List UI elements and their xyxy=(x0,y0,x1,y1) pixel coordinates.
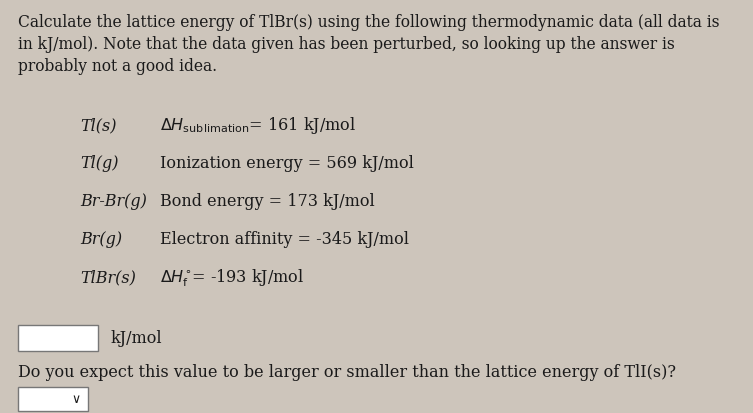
Text: $\Delta H_{\mathrm{sublimation}}$= 161 kJ/mol: $\Delta H_{\mathrm{sublimation}}$= 161 k… xyxy=(160,115,356,136)
Text: $\Delta H^{\circ}_{\mathrm{f}}$= -193 kJ/mol: $\Delta H^{\circ}_{\mathrm{f}}$= -193 kJ… xyxy=(160,267,304,288)
Text: Electron affinity = -345 kJ/mol: Electron affinity = -345 kJ/mol xyxy=(160,231,409,248)
Text: Ionization energy = 569 kJ/mol: Ionization energy = 569 kJ/mol xyxy=(160,155,414,172)
Text: ∨: ∨ xyxy=(72,392,81,406)
FancyBboxPatch shape xyxy=(18,387,88,411)
Text: Bond energy = 173 kJ/mol: Bond energy = 173 kJ/mol xyxy=(160,193,375,210)
Text: Tl(g): Tl(g) xyxy=(80,155,118,172)
Text: kJ/mol: kJ/mol xyxy=(110,330,162,347)
FancyBboxPatch shape xyxy=(18,325,98,351)
Text: TlBr(s): TlBr(s) xyxy=(80,269,136,286)
Text: Tl(s): Tl(s) xyxy=(80,117,117,134)
Text: Do you expect this value to be larger or smaller than the lattice energy of TlI(: Do you expect this value to be larger or… xyxy=(18,363,676,380)
Text: Br-Br(g): Br-Br(g) xyxy=(80,193,147,210)
Text: Calculate the lattice energy of TlBr(s) using the following thermodynamic data (: Calculate the lattice energy of TlBr(s) … xyxy=(18,14,720,75)
Text: Br(g): Br(g) xyxy=(80,231,122,248)
